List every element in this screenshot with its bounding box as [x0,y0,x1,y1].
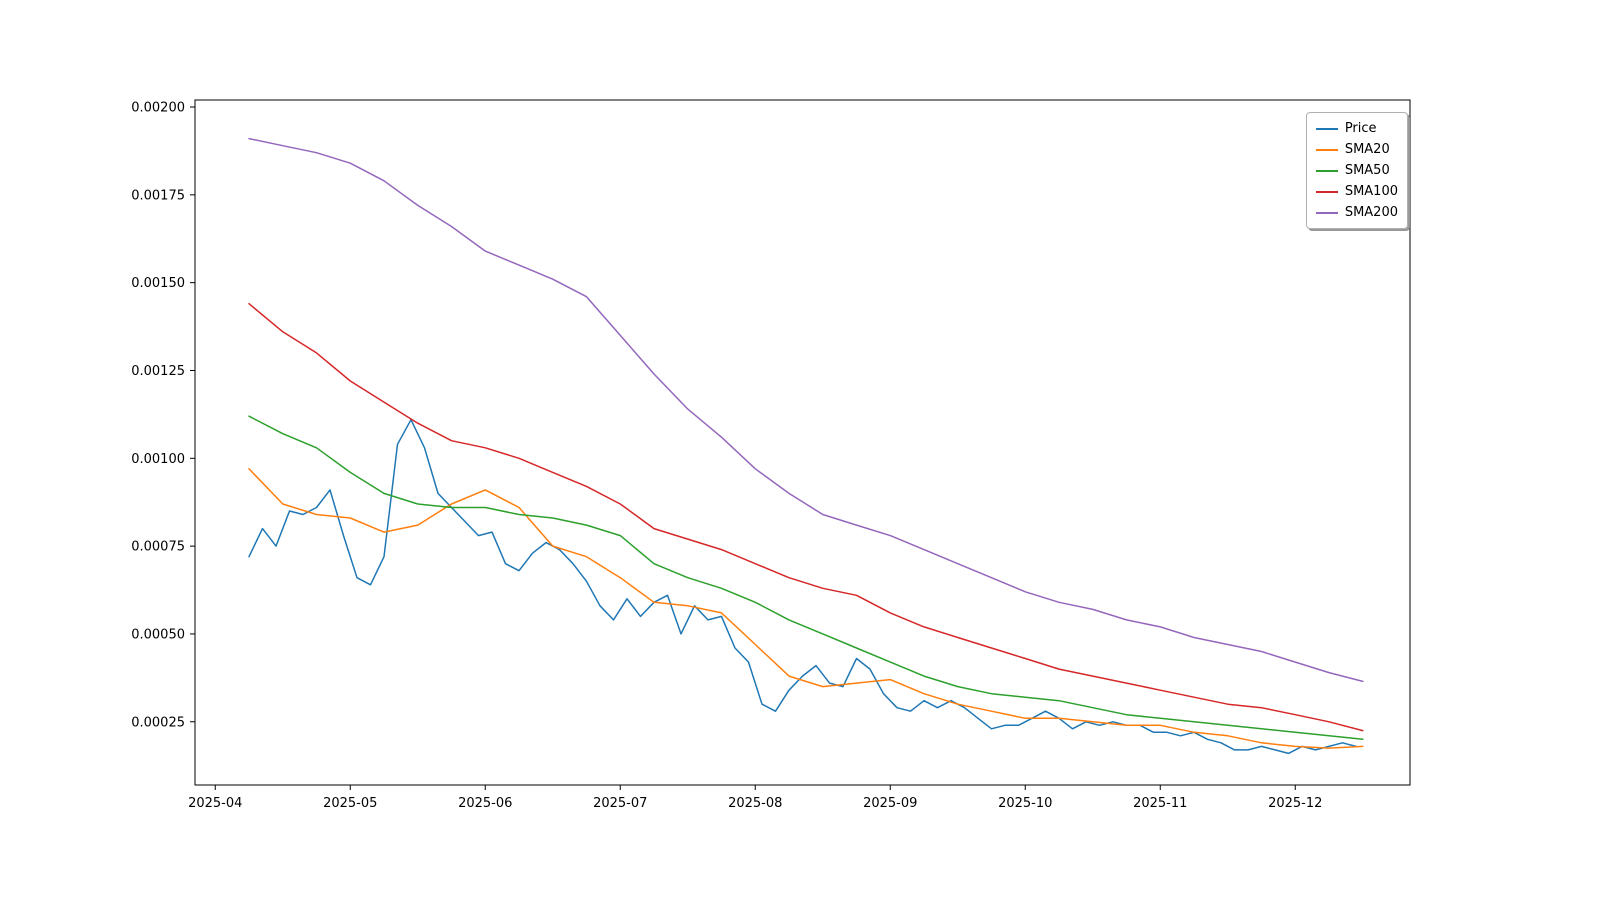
y-tick-label-3: 0.00100 [131,452,185,467]
y-tick-label-6: 0.00175 [131,188,185,203]
x-tick-label-4: 2025-08 [728,796,782,811]
x-tick-label-7: 2025-11 [1133,796,1187,811]
y-tick-label-4: 0.00125 [131,364,185,379]
x-tick-label-3: 2025-07 [593,796,647,811]
x-tick-label-1: 2025-05 [323,796,377,811]
x-tick-label-8: 2025-12 [1268,796,1322,811]
legend-swatch-price [1315,127,1338,130]
legend-label-sma200: SMA200 [1344,205,1398,220]
legend-label-sma100: SMA100 [1344,184,1398,199]
legend-item-price: Price [1315,118,1398,139]
legend-item-sma100: SMA100 [1315,181,1398,202]
legend-label-sma20: SMA20 [1344,142,1390,157]
x-tick-label-6: 2025-10 [998,796,1052,811]
legend-item-sma50: SMA50 [1315,160,1398,181]
legend-swatch-sma20 [1315,148,1338,151]
legend-swatch-sma100 [1315,190,1338,193]
series-line-sma200 [248,137,1364,683]
series-line-sma50 [248,415,1364,741]
y-tick-label-7: 0.00200 [131,101,185,116]
y-tick-label-2: 0.00075 [131,540,185,555]
series-line-price [248,418,1357,755]
y-tick-label-1: 0.00050 [131,627,185,642]
legend-swatch-sma50 [1315,169,1338,172]
series-line-sma100 [248,302,1364,732]
series-line-sma20 [248,468,1364,749]
legend-label-price: Price [1344,121,1377,136]
legend-item-sma200: SMA200 [1315,202,1398,223]
legend: Price SMA20 SMA50 SMA100 SMA200 [1305,112,1408,229]
x-tick-label-2: 2025-06 [458,796,512,811]
axes-frame [194,99,1411,786]
x-tick-label-5: 2025-09 [863,796,917,811]
legend-item-sma20: SMA20 [1315,139,1398,160]
y-tick-label-5: 0.00150 [131,276,185,291]
legend-label-sma50: SMA50 [1344,163,1390,178]
x-tick-label-0: 2025-04 [188,796,242,811]
y-tick-label-0: 0.00025 [131,715,185,730]
legend-swatch-sma200 [1315,211,1338,214]
